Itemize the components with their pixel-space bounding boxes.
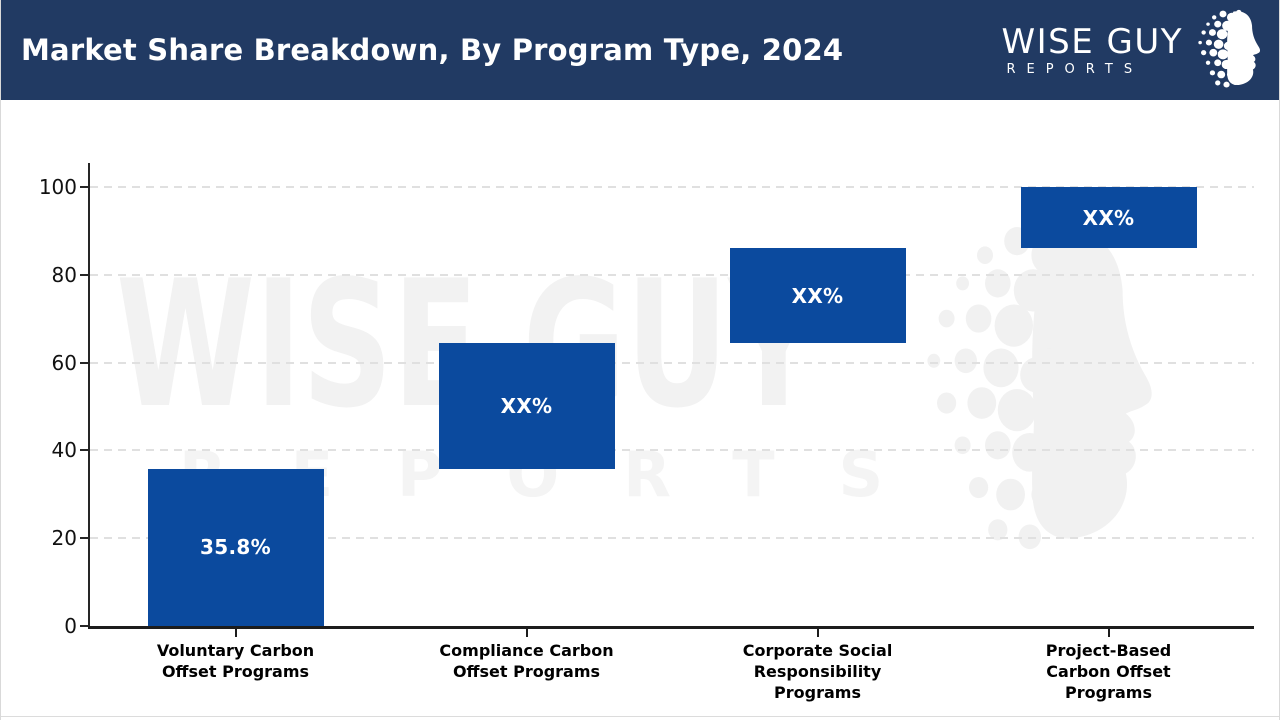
gridline — [90, 449, 1254, 452]
y-axis-line — [88, 163, 90, 629]
y-tick — [80, 449, 88, 452]
x-tick — [1107, 629, 1110, 637]
category-label-line: Programs — [1065, 683, 1152, 702]
y-tick-label: 40 — [51, 438, 77, 463]
category-label-line: Voluntary Carbon — [156, 641, 315, 660]
x-tick — [525, 629, 528, 637]
category-label: Corporate Social Responsibility Programs — [698, 640, 938, 703]
bar-value-label: XX% — [791, 283, 844, 308]
bar-value-label: 35.8% — [200, 535, 271, 560]
y-tick-label: 80 — [51, 262, 77, 287]
gridline — [90, 537, 1254, 540]
x-tick — [234, 629, 237, 637]
y-tick — [80, 186, 88, 188]
head-dots-icon — [1198, 9, 1261, 88]
bar: XX% — [729, 248, 906, 343]
waterfall-chart: WISE GUY REPORTS 0 20 40 60 80 100 35.8% Volunt… — [1, 100, 1279, 717]
category-label-line: Carbon Offset — [1046, 662, 1171, 681]
category-label-line: Responsibility — [753, 662, 882, 681]
bar-value-label: XX% — [1082, 205, 1135, 230]
y-tick-label: 0 — [64, 614, 77, 638]
y-tick-label: 60 — [51, 350, 77, 375]
gridline — [90, 361, 1254, 364]
y-tick — [80, 537, 88, 540]
bar-value-label: XX% — [500, 393, 553, 418]
page-title: Market Share Breakdown, By Program Type,… — [21, 33, 844, 67]
logo-primary-text: WISE GUY — [1001, 21, 1183, 62]
watermark-head-icon — [927, 223, 1152, 550]
category-label-line: Compliance Carbon — [439, 641, 614, 660]
y-tick — [80, 361, 88, 364]
category-label: Project-Based Carbon Offset Programs — [989, 640, 1229, 703]
x-axis-line — [88, 626, 1254, 629]
logo-text: WISE GUY REPORTS — [1001, 21, 1183, 78]
y-tick — [80, 273, 88, 276]
header-bar: Market Share Breakdown, By Program Type,… — [1, 0, 1279, 100]
wiseguy-logo: WISE GUY REPORTS — [1001, 8, 1267, 94]
bar: XX% — [1020, 187, 1197, 249]
category-label: Compliance Carbon Offset Programs — [407, 640, 647, 682]
category-label: Voluntary Carbon Offset Programs — [116, 640, 356, 682]
category-label-line: Offset Programs — [161, 662, 310, 681]
category-label-line: Offset Programs — [452, 662, 601, 681]
bar: 35.8% — [147, 468, 324, 626]
x-tick — [816, 629, 819, 637]
gridline — [90, 186, 1254, 188]
category-label-line: Corporate Social — [742, 641, 893, 660]
y-tick-label: 100 — [38, 175, 77, 199]
logo-secondary-text: REPORTS — [1006, 62, 1144, 78]
gridline — [90, 273, 1254, 276]
bar: XX% — [438, 342, 615, 469]
y-tick-label: 20 — [51, 526, 77, 551]
y-tick — [80, 625, 88, 627]
category-label-line: Programs — [774, 683, 861, 702]
category-label-line: Project-Based — [1045, 641, 1172, 660]
bottom-divider — [1, 716, 1279, 717]
